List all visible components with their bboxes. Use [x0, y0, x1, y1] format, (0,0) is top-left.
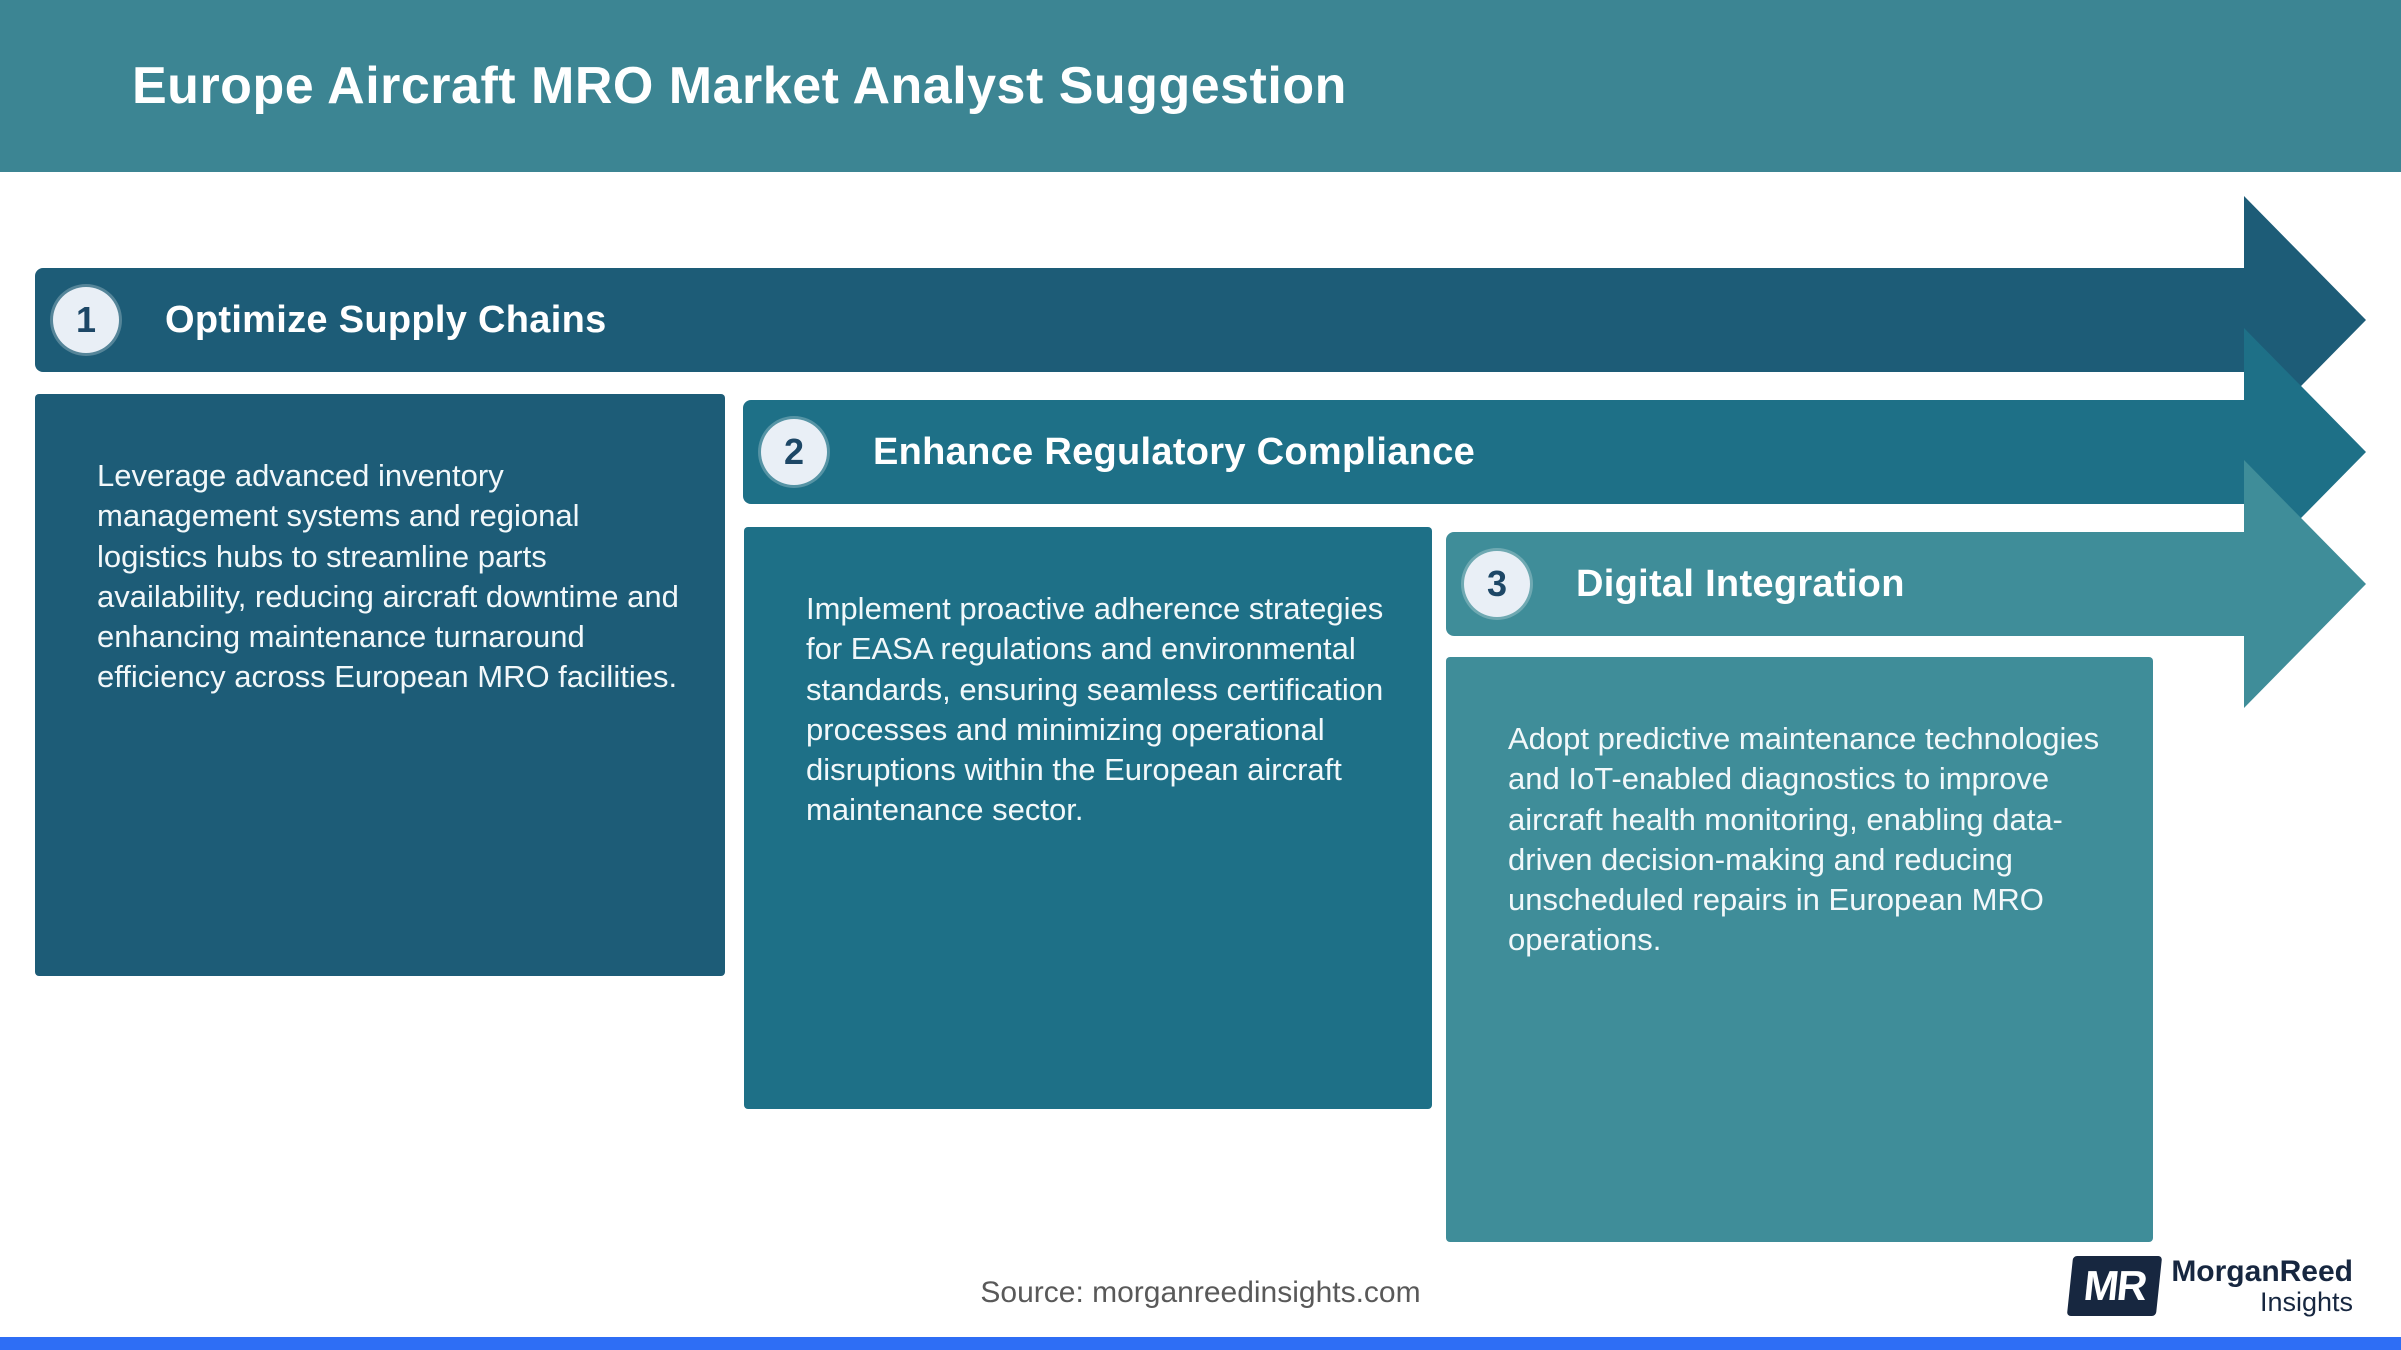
step3-arrow-head-icon — [2244, 460, 2366, 708]
step1-description: Leverage advanced inventory management s… — [97, 458, 679, 695]
step2-label: Enhance Regulatory Compliance — [873, 430, 1476, 473]
header-bar: Europe Aircraft MRO Market Analyst Sugge… — [0, 0, 2401, 172]
step3-description-box: Adopt predictive maintenance technologie… — [1446, 657, 2153, 1242]
bottom-accent-strip — [0, 1337, 2401, 1350]
logo-company-name: MorganReed — [2171, 1255, 2353, 1289]
source-attribution: Source: morganreedinsights.com — [980, 1276, 1421, 1309]
logo-text: MorganReed Insights — [2171, 1256, 2353, 1316]
logo-mr-monogram-icon: MR — [2066, 1256, 2163, 1316]
step1-number-badge: 1 — [53, 287, 119, 353]
step2-description-box: Implement proactive adherence strategies… — [744, 527, 1432, 1109]
logo-company-subtitle: Insights — [2259, 1286, 2353, 1317]
step1-label: Optimize Supply Chains — [165, 298, 607, 341]
company-logo: MR MorganReed Insights — [2066, 1256, 2353, 1316]
step1-description-box: Leverage advanced inventory management s… — [35, 394, 725, 976]
step3-label: Digital Integration — [1576, 562, 1905, 605]
step3-number-badge: 3 — [1464, 551, 1530, 617]
step2-number-badge: 2 — [761, 419, 827, 485]
step1-arrow-bar: 1 Optimize Supply Chains — [35, 268, 2244, 372]
step3-description: Adopt predictive maintenance technologie… — [1508, 721, 2100, 958]
page-title: Europe Aircraft MRO Market Analyst Sugge… — [132, 57, 1347, 115]
step3-arrow-bar: 3 Digital Integration — [1446, 532, 2244, 636]
step2-description: Implement proactive adherence strategies… — [806, 591, 1384, 828]
step2-arrow-bar: 2 Enhance Regulatory Compliance — [743, 400, 2244, 504]
